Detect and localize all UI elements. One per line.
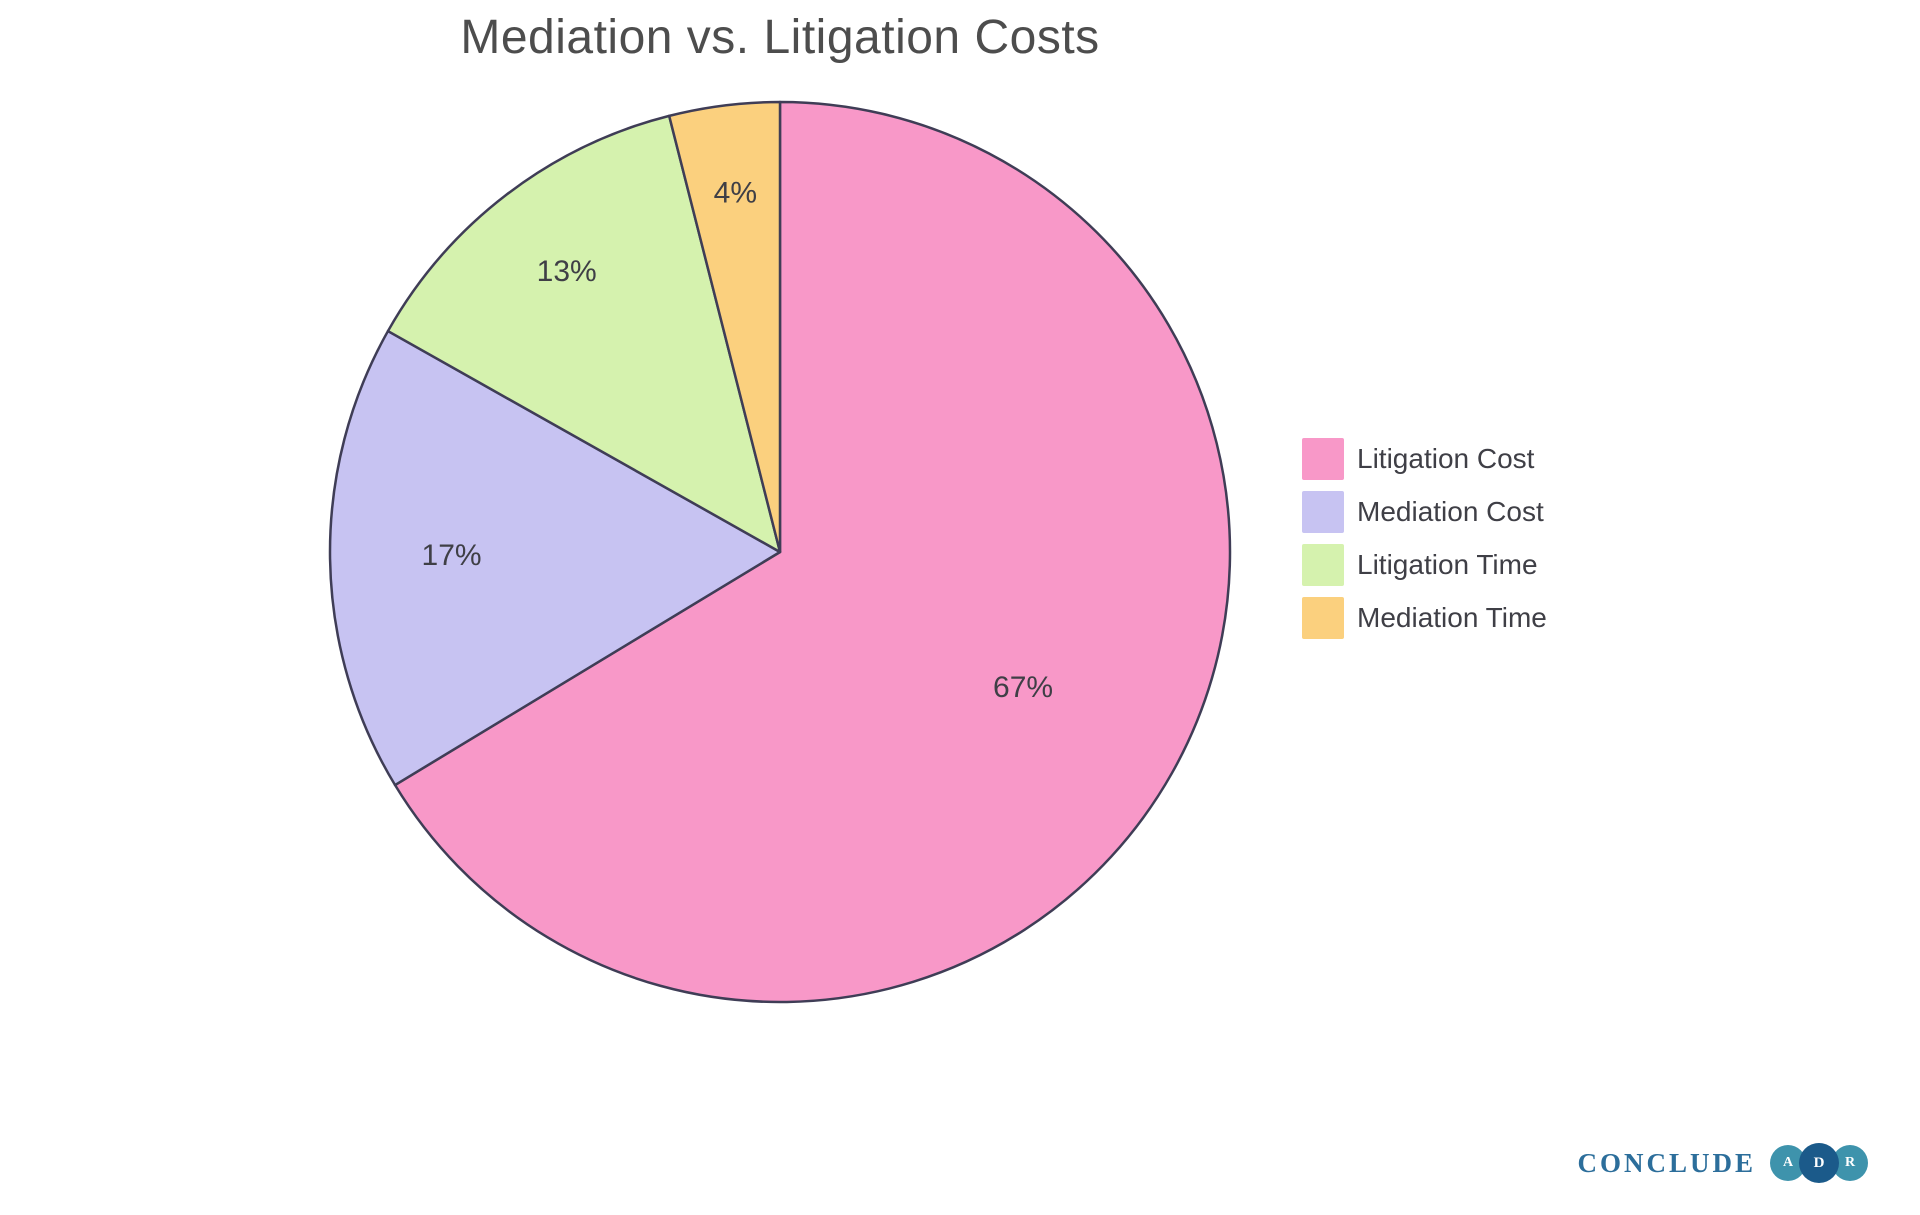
legend-swatch: [1302, 438, 1344, 480]
pie-slice-mediation-cost: [328, 329, 782, 787]
slice-label: 4%: [714, 177, 757, 210]
legend-item: Mediation Cost: [1302, 491, 1547, 533]
legend-label: Mediation Time: [1357, 602, 1547, 633]
legend-swatch: [1302, 544, 1344, 586]
slice-label: 13%: [537, 255, 597, 288]
legend: Litigation Cost Mediation Cost Litigation …: [1302, 438, 1547, 639]
pie-slice-litigation-time: [386, 114, 782, 554]
legend-item: Litigation Cost: [1302, 438, 1547, 480]
legend-label: Mediation Cost: [1357, 496, 1544, 527]
logo-text: CONCLUDE: [1577, 1147, 1756, 1178]
legend-swatch: [1302, 491, 1344, 533]
logo-badge-d: D: [1799, 1143, 1839, 1183]
slice-label: 67%: [993, 671, 1053, 704]
conclude-adr-logo: CONCLUDE A D R: [1577, 1143, 1868, 1183]
legend-label: Litigation Cost: [1357, 443, 1535, 474]
legend-item: Mediation Time: [1302, 597, 1547, 639]
pie-slice-litigation-cost: [393, 100, 1232, 1004]
chart-title: Mediation vs. Litigation Costs: [460, 11, 1100, 64]
pie-slice-mediation-time: [667, 100, 782, 554]
slice-label: 17%: [422, 539, 482, 572]
legend-item: Litigation Time: [1302, 544, 1547, 586]
legend-swatch: [1302, 597, 1344, 639]
legend-label: Litigation Time: [1357, 549, 1538, 580]
